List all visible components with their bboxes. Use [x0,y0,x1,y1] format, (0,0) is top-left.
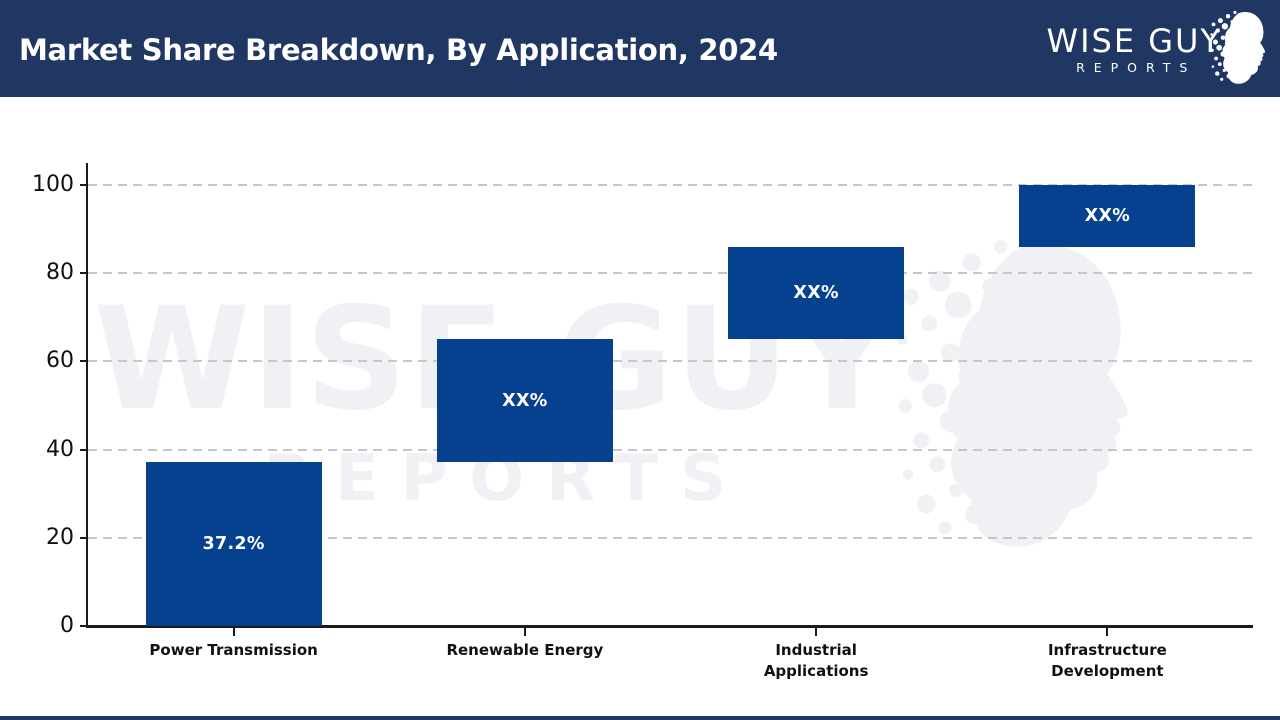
bar-value-label-infrastructure-development: XX% [1084,205,1131,226]
category-label-power-transmission: Power Transmission [149,641,318,659]
x-axis-line [86,625,1253,628]
brand-name: WISE GUY [1046,21,1222,60]
y-axis-tick-40 [80,448,88,451]
y-axis-tick-label-40: 40 [46,436,74,462]
gridline-80 [88,272,1253,275]
header-banner: Market Share Breakdown, By Application, … [0,0,1280,97]
y-axis-line [86,163,88,626]
y-axis-tick-80 [80,272,88,275]
bar-renewable-energy: XX% [436,339,613,462]
y-axis-tick-20 [80,536,88,539]
y-axis-tick-label-100: 100 [32,172,74,198]
y-axis-tick-label-80: 80 [46,260,74,286]
y-axis-tick-0 [80,625,88,627]
category-label-industrial-applications: Industrial Applications [763,641,869,680]
brand-logo: WISE GUY REPORTS [1046,7,1272,91]
bar-industrial-applications: XX% [728,246,905,340]
bar-power-transmission: 37.2% [145,461,322,626]
y-axis-tick-60 [80,360,88,363]
category-label-renewable-energy: Renewable Energy [446,641,604,659]
bar-value-label-renewable-energy: XX% [502,390,548,411]
y-axis-tick-100 [80,184,88,187]
x-axis-tick-infrastructure-development [1106,628,1109,636]
y-axis-tick-label-60: 60 [46,348,74,374]
x-axis-tick-power-transmission [232,628,235,636]
bar-infrastructure-development: XX% [1019,185,1196,247]
y-axis-tick-label-0: 0 [60,613,74,638]
gridline-100 [88,184,1253,187]
bar-value-label-power-transmission: 37.2% [202,533,265,554]
category-label-infrastructure-development: Infrastructure Development [1047,641,1167,680]
footer-bar [0,716,1280,720]
page-title: Market Share Breakdown, By Application, … [19,33,778,67]
x-axis-tick-industrial-applications [815,628,818,636]
y-axis-tick-label-20: 20 [46,524,74,550]
bar-value-label-industrial-applications: XX% [793,283,839,304]
gridline-60 [88,360,1253,363]
gridline-40 [88,448,1253,451]
brand-subtitle: REPORTS [1076,59,1197,75]
brand-wordmark: WISE GUY REPORTS [1046,24,1222,75]
gridline-20 [88,536,1253,539]
x-axis-tick-renewable-energy [523,628,526,636]
